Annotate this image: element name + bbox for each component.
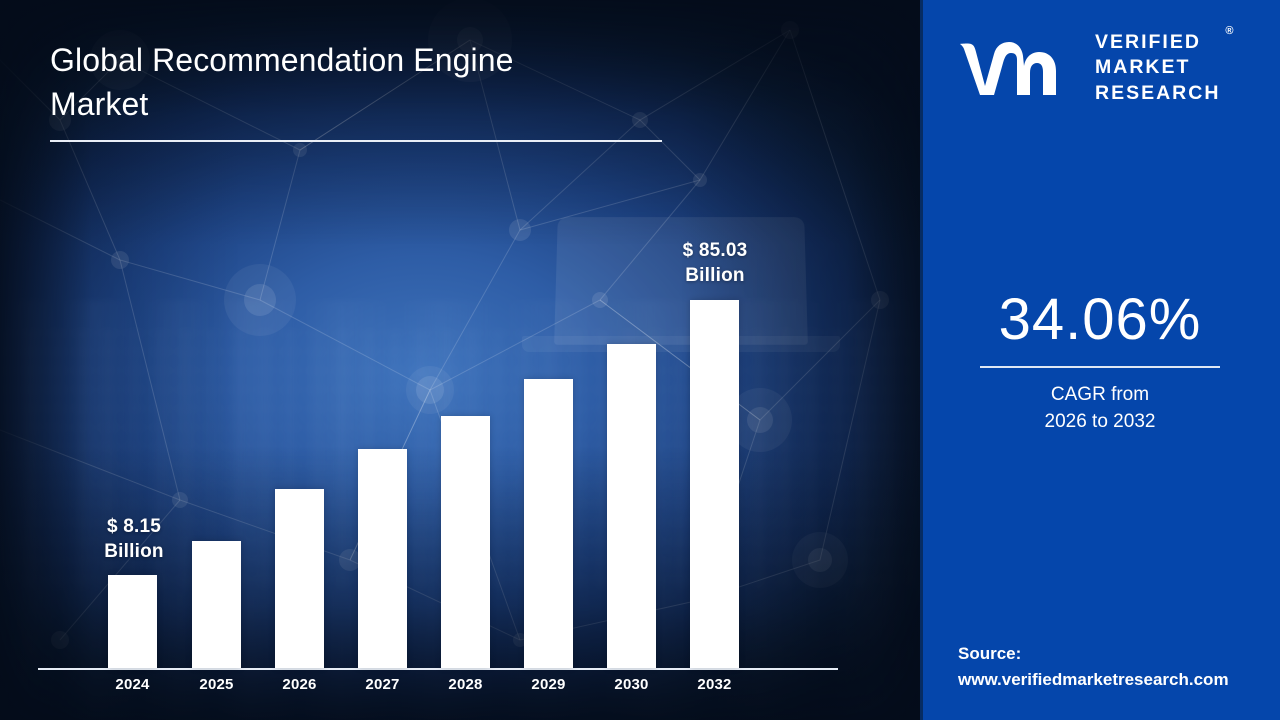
cagr-caption-line-2: 2026 to 2032: [1044, 410, 1156, 432]
value-label-2032: $ 85.03 Billion: [657, 238, 773, 288]
chart-panel: Global Recommendation Engine Market 2024…: [0, 0, 920, 720]
page-title: Global Recommendation Engine Market: [50, 38, 690, 143]
brand-word-research: RESEARCH: [1095, 81, 1221, 104]
cagr-value: 34.06%: [998, 287, 1202, 352]
brand-word-verified: VERIFIED: [1095, 31, 1201, 53]
title-underline: [50, 140, 662, 143]
value-label-2032-amount: $ 85.03: [682, 240, 748, 261]
vmr-logo-icon: [958, 32, 1078, 104]
brand-wordmark: VERIFIED MARKET RESEARCH ®: [1095, 25, 1233, 106]
source-block: Source: www.verifiedmarketresearch.com: [958, 641, 1258, 692]
title-line-1: Global Recommendation Engine: [50, 42, 514, 78]
brand-logo: VERIFIED MARKET RESEARCH ®: [958, 25, 1233, 106]
source-label: Source:: [958, 644, 1022, 663]
panel-divider: [920, 0, 923, 720]
value-label-2032-unit: Billion: [685, 265, 745, 287]
bar-chart: 2024 2025 2026 2027 2028 2029 2030 2032 …: [38, 238, 838, 693]
cagr-block: 34.06% CAGR from 2026 to 2032: [920, 288, 1280, 436]
chart-baseline-axis: [38, 668, 838, 670]
x-tick-2027: 2027: [365, 676, 400, 693]
cagr-divider: [980, 365, 1220, 368]
title-line-2: Market: [50, 86, 149, 123]
cagr-caption: CAGR from 2026 to 2032: [920, 382, 1280, 436]
x-tick-2029: 2029: [531, 676, 566, 693]
bar-2025: [192, 541, 241, 668]
value-label-2024: $ 8.15 Billion: [78, 514, 190, 564]
value-label-2024-unit: Billion: [104, 541, 164, 563]
x-tick-2030: 2030: [614, 676, 649, 693]
cagr-caption-line-1: CAGR from: [1050, 383, 1150, 405]
bar-2029: [524, 379, 573, 668]
x-tick-2024: 2024: [115, 676, 150, 693]
summary-panel: VERIFIED MARKET RESEARCH ® 34.06% CAGR f…: [920, 0, 1280, 720]
bar-2027: [358, 449, 407, 668]
bar-2024: [108, 575, 157, 668]
x-tick-2032: 2032: [697, 676, 732, 693]
x-tick-2025: 2025: [199, 676, 234, 693]
bar-2028: [441, 416, 490, 668]
source-url[interactable]: www.verifiedmarketresearch.com: [958, 669, 1229, 689]
x-tick-2026: 2026: [282, 676, 317, 693]
registered-trademark-icon: ®: [1225, 25, 1234, 37]
value-label-2024-amount: $ 8.15: [106, 516, 162, 537]
bar-2032: [690, 300, 739, 668]
bar-2030: [607, 344, 656, 668]
brand-word-market: MARKET: [1095, 56, 1191, 79]
bar-2026: [275, 489, 324, 668]
x-tick-2028: 2028: [448, 676, 483, 693]
